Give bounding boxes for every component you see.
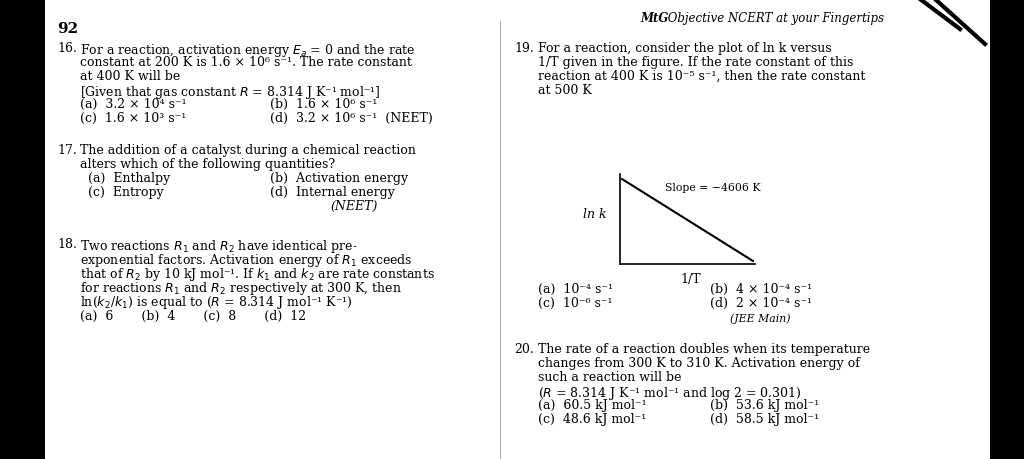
Text: The addition of a catalyst during a chemical reaction: The addition of a catalyst during a chem… xyxy=(80,144,416,157)
Text: that of $R_2$ by 10 kJ mol⁻¹. If $k_1$ and $k_2$ are rate constants: that of $R_2$ by 10 kJ mol⁻¹. If $k_1$ a… xyxy=(80,265,435,282)
Text: Two reactions $R_1$ and $R_2$ have identical pre-: Two reactions $R_1$ and $R_2$ have ident… xyxy=(80,237,357,254)
Text: [Given that gas constant $R$ = 8.314 J K⁻¹ mol⁻¹]: [Given that gas constant $R$ = 8.314 J K… xyxy=(80,84,381,101)
Bar xyxy=(990,0,1024,459)
Text: (c)  Entropy: (c) Entropy xyxy=(88,185,164,199)
Text: For a reaction, consider the plot of ln k versus: For a reaction, consider the plot of ln … xyxy=(538,42,831,55)
Text: 16.: 16. xyxy=(57,42,77,55)
Text: (c)  48.6 kJ mol⁻¹: (c) 48.6 kJ mol⁻¹ xyxy=(538,412,646,425)
Text: The rate of a reaction doubles when its temperature: The rate of a reaction doubles when its … xyxy=(538,342,870,355)
Text: (a)  60.5 kJ mol⁻¹: (a) 60.5 kJ mol⁻¹ xyxy=(538,398,646,411)
Text: ($R$ = 8.314 J K⁻¹ mol⁻¹ and log 2 = 0.301): ($R$ = 8.314 J K⁻¹ mol⁻¹ and log 2 = 0.3… xyxy=(538,384,802,401)
Bar xyxy=(0,0,45,459)
Text: Slope = −4606 K: Slope = −4606 K xyxy=(665,183,761,193)
Text: (b)  53.6 kJ mol⁻¹: (b) 53.6 kJ mol⁻¹ xyxy=(710,398,819,411)
Text: ln($k_2$/$k_1$) is equal to ($R$ = 8.314 J mol⁻¹ K⁻¹): ln($k_2$/$k_1$) is equal to ($R$ = 8.314… xyxy=(80,293,352,310)
Text: such a reaction will be: such a reaction will be xyxy=(538,370,682,383)
Text: (a)  Enthalpy: (a) Enthalpy xyxy=(88,172,170,185)
Text: at 400 K will be: at 400 K will be xyxy=(80,70,180,83)
Text: 92: 92 xyxy=(57,22,78,36)
Text: 1/T given in the figure. If the rate constant of this: 1/T given in the figure. If the rate con… xyxy=(538,56,853,69)
Text: (a)  6       (b)  4       (c)  8       (d)  12: (a) 6 (b) 4 (c) 8 (d) 12 xyxy=(80,309,306,322)
Text: 17.: 17. xyxy=(57,144,77,157)
Text: (NEET): (NEET) xyxy=(330,200,378,213)
Text: ln k: ln k xyxy=(583,207,606,220)
Text: (d)  58.5 kJ mol⁻¹: (d) 58.5 kJ mol⁻¹ xyxy=(710,412,819,425)
Text: (c)  10⁻⁶ s⁻¹: (c) 10⁻⁶ s⁻¹ xyxy=(538,297,612,309)
Text: (b)  4 × 10⁻⁴ s⁻¹: (b) 4 × 10⁻⁴ s⁻¹ xyxy=(710,282,812,295)
Text: 20.: 20. xyxy=(514,342,534,355)
Text: exponential factors. Activation energy of $R_1$ exceeds: exponential factors. Activation energy o… xyxy=(80,252,413,269)
Text: (JEE Main): (JEE Main) xyxy=(730,312,791,323)
Text: 19.: 19. xyxy=(514,42,534,55)
Text: reaction at 400 K is 10⁻⁵ s⁻¹, then the rate constant: reaction at 400 K is 10⁻⁵ s⁻¹, then the … xyxy=(538,70,865,83)
Text: 18.: 18. xyxy=(57,237,77,251)
Text: MtG: MtG xyxy=(640,12,669,25)
Text: constant at 200 K is 1.6 × 10⁶ s⁻¹. The rate constant: constant at 200 K is 1.6 × 10⁶ s⁻¹. The … xyxy=(80,56,412,69)
Text: (d)  2 × 10⁻⁴ s⁻¹: (d) 2 × 10⁻⁴ s⁻¹ xyxy=(710,297,812,309)
Text: changes from 300 K to 310 K. Activation energy of: changes from 300 K to 310 K. Activation … xyxy=(538,356,860,369)
Text: (d)  3.2 × 10⁶ s⁻¹  (NEET): (d) 3.2 × 10⁶ s⁻¹ (NEET) xyxy=(270,112,433,125)
Text: for reactions $R_1$ and $R_2$ respectively at 300 K, then: for reactions $R_1$ and $R_2$ respective… xyxy=(80,280,401,297)
Text: For a reaction, activation energy $E_a$ = 0 and the rate: For a reaction, activation energy $E_a$ … xyxy=(80,42,416,59)
Text: (b)  1.6 × 10⁶ s⁻¹: (b) 1.6 × 10⁶ s⁻¹ xyxy=(270,98,378,111)
Text: 1/T: 1/T xyxy=(680,272,700,285)
Text: alters which of the following quantities?: alters which of the following quantities… xyxy=(80,157,335,171)
Text: (a)  10⁻⁴ s⁻¹: (a) 10⁻⁴ s⁻¹ xyxy=(538,282,613,295)
Text: at 500 K: at 500 K xyxy=(538,84,592,97)
Text: (b)  Activation energy: (b) Activation energy xyxy=(270,172,409,185)
Text: (d)  Internal energy: (d) Internal energy xyxy=(270,185,395,199)
Text: (c)  1.6 × 10³ s⁻¹: (c) 1.6 × 10³ s⁻¹ xyxy=(80,112,186,125)
Text: (a)  3.2 × 10⁴ s⁻¹: (a) 3.2 × 10⁴ s⁻¹ xyxy=(80,98,186,111)
Text: Objective NCERT at your Fingertips: Objective NCERT at your Fingertips xyxy=(664,12,884,25)
